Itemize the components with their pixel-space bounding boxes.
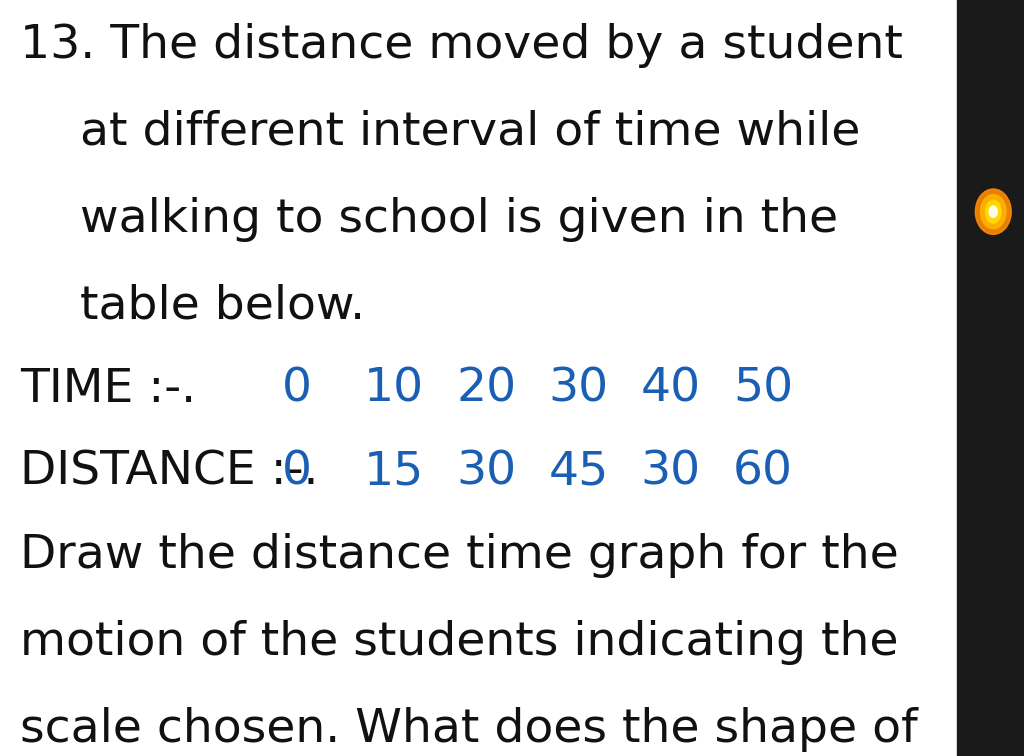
Text: 30: 30 [457,450,516,495]
Text: 10: 10 [365,367,424,412]
Text: 50: 50 [733,367,793,412]
Text: table below.: table below. [20,284,366,329]
Text: 0: 0 [282,450,312,495]
Text: 20: 20 [457,367,516,412]
Text: Draw the distance time graph for the: Draw the distance time graph for the [20,533,899,578]
Ellipse shape [981,195,1006,229]
Ellipse shape [985,200,1000,223]
Text: 45: 45 [549,450,608,495]
Text: 30: 30 [549,367,608,412]
Text: walking to school is given in the: walking to school is given in the [20,197,839,242]
Text: 30: 30 [641,450,700,495]
Ellipse shape [989,206,997,218]
Text: motion of the students indicating the: motion of the students indicating the [20,620,899,665]
Text: DISTANCE :-.: DISTANCE :-. [20,450,319,495]
Ellipse shape [975,189,1011,234]
Text: at different interval of time while: at different interval of time while [20,110,861,155]
Text: 40: 40 [641,367,700,412]
Text: scale chosen. What does the shape of: scale chosen. What does the shape of [20,707,919,752]
Bar [957,0,1024,756]
Text: 0: 0 [282,367,312,412]
Text: 13. The distance moved by a student: 13. The distance moved by a student [20,23,903,68]
Text: TIME :-.: TIME :-. [20,367,197,412]
Text: 60: 60 [733,450,793,495]
Text: 15: 15 [365,450,424,495]
